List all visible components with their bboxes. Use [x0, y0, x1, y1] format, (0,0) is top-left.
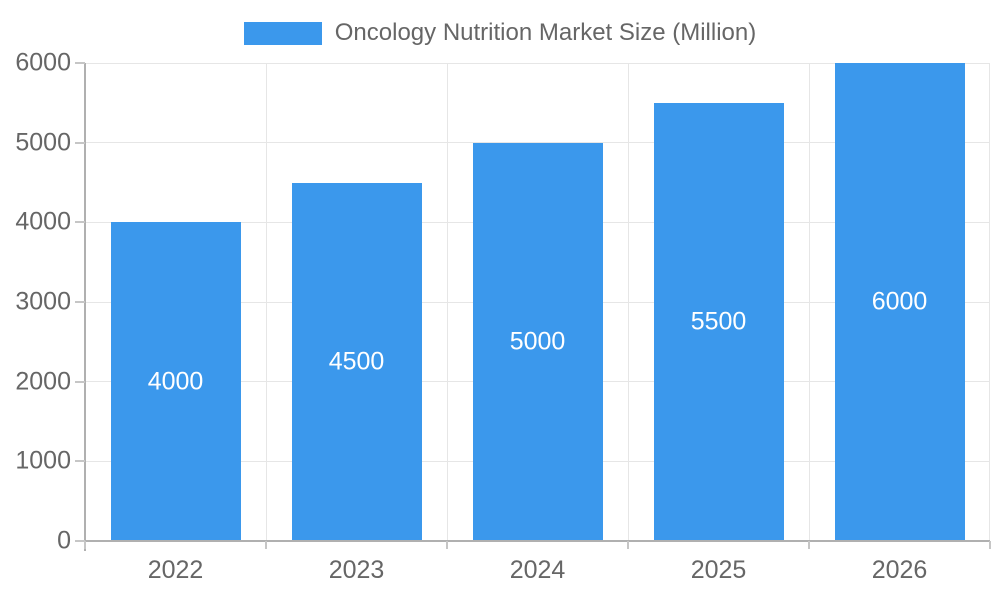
y-tick-label: 5000: [15, 128, 71, 157]
x-axis-labels: 2022 2023 2024 2025 2026: [85, 556, 990, 586]
bar-2022[interactable]: 4000: [110, 222, 241, 541]
y-tick-label: 3000: [15, 287, 71, 316]
bar-value-label: 4000: [147, 367, 204, 396]
gridline-vertical: [989, 63, 990, 541]
legend[interactable]: Oncology Nutrition Market Size (Million): [0, 19, 1000, 47]
y-tick-label: 2000: [15, 367, 71, 396]
legend-swatch-icon: [243, 21, 322, 45]
y-axis-line: [84, 63, 86, 551]
bar-value-label: 4500: [328, 347, 385, 376]
bar-value-label: 6000: [871, 287, 928, 316]
bar-2024[interactable]: 5000: [472, 142, 603, 541]
gridline-vertical: [447, 63, 448, 541]
legend-label: Oncology Nutrition Market Size (Million): [334, 19, 757, 46]
x-axis-tick: [989, 541, 991, 549]
x-axis-tick: [265, 541, 267, 549]
y-axis-labels: 0 1000 2000 3000 4000 5000 6000: [0, 49, 71, 555]
y-tick-label: 1000: [15, 446, 71, 475]
x-tick-label: 2023: [328, 556, 385, 584]
gridline-vertical: [809, 63, 810, 541]
y-axis-tick: [75, 141, 85, 144]
y-axis-tick: [75, 301, 85, 303]
bar-2025[interactable]: 5500: [653, 102, 784, 541]
gridline-vertical: [266, 63, 267, 541]
bar-2023[interactable]: 4500: [291, 182, 422, 541]
bar-2026[interactable]: 6000: [834, 63, 965, 541]
y-axis-tick: [75, 540, 85, 542]
x-axis-tick: [627, 541, 629, 549]
y-tick-label: 6000: [15, 48, 71, 77]
x-tick-label: 2026: [871, 556, 928, 584]
plot-area: 4000 4500 5000 5500 6000: [75, 62, 991, 551]
y-tick-label: 4000: [15, 207, 71, 236]
x-tick-label: 2022: [147, 556, 204, 584]
x-axis-tick: [808, 541, 810, 549]
bar-value-label: 5500: [690, 307, 747, 336]
x-axis-tick: [446, 541, 448, 549]
y-axis-tick: [75, 380, 85, 383]
y-axis-tick: [75, 62, 85, 64]
bar-value-label: 5000: [509, 327, 566, 356]
y-tick-label: 0: [57, 526, 71, 555]
x-axis-line: [85, 540, 990, 542]
gridline-vertical: [628, 63, 629, 541]
gridline-horizontal: [85, 62, 990, 64]
gridline-horizontal: [85, 142, 990, 144]
y-axis-tick: [75, 221, 85, 224]
x-axis-tick: [84, 541, 86, 549]
x-tick-label: 2025: [690, 556, 747, 584]
y-axis-tick: [75, 460, 85, 463]
x-tick-label: 2024: [509, 556, 566, 584]
